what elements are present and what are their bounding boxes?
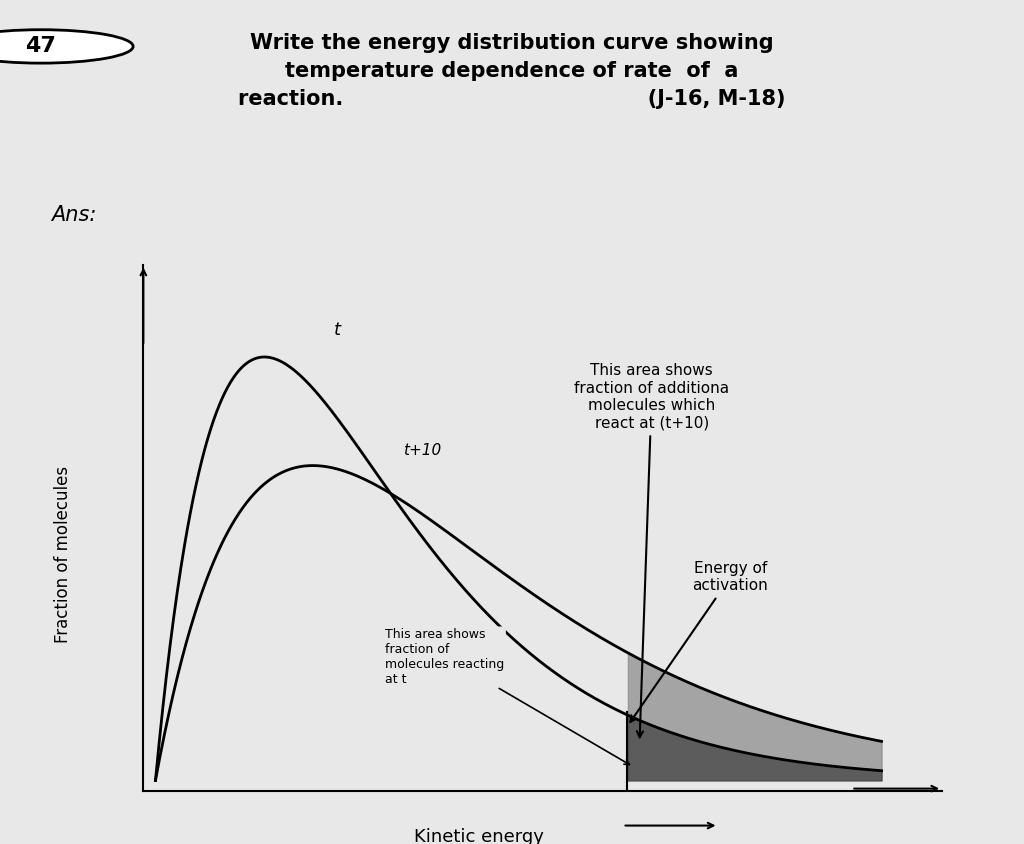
Text: This area shows
fraction of
molecules reacting
at t: This area shows fraction of molecules re… <box>385 628 630 765</box>
Text: Energy of
activation: Energy of activation <box>631 561 768 722</box>
Text: Ans:: Ans: <box>51 205 96 225</box>
Text: t: t <box>334 322 341 339</box>
Text: This area shows
fraction of additiona
molecules which
react at (t+10): This area shows fraction of additiona mo… <box>574 364 729 738</box>
Text: Fraction of molecules: Fraction of molecules <box>54 466 73 643</box>
Text: Kinetic energy: Kinetic energy <box>414 828 544 844</box>
Text: t+10: t+10 <box>402 443 440 457</box>
Circle shape <box>0 30 133 63</box>
Text: Write the energy distribution curve showing
temperature dependence of rate  of  : Write the energy distribution curve show… <box>239 34 785 110</box>
Text: 47: 47 <box>26 36 56 57</box>
